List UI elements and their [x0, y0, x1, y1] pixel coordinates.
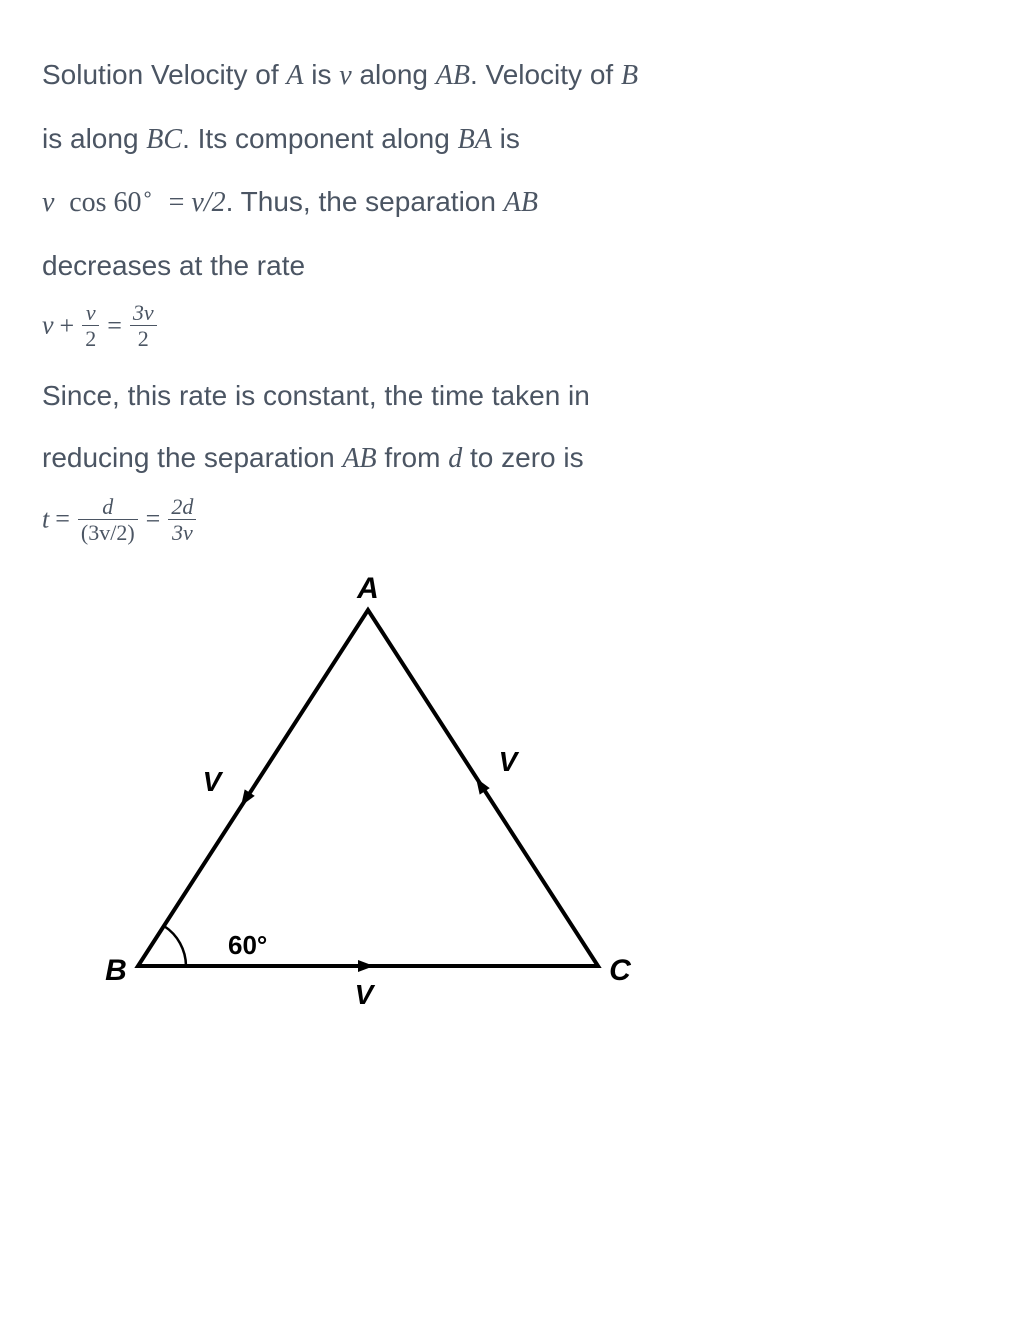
- triangle-diagram: A B C V V V 60°: [42, 566, 982, 1016]
- fraction-v-2: v2: [80, 301, 101, 350]
- math-B: B: [621, 60, 638, 91]
- solution-paragraph-5: Since, this rate is constant, the time t…: [42, 369, 982, 424]
- text: is along: [42, 123, 146, 154]
- triangle-svg: A B C V V V 60°: [78, 566, 658, 1016]
- fraction-d-3v2: d(3v/2): [76, 495, 140, 544]
- angle-arc: [164, 926, 186, 966]
- math-d: d: [448, 443, 462, 474]
- text: Since, this rate is constant, the time t…: [42, 380, 590, 411]
- vertex-A-label: A: [356, 572, 379, 605]
- math-A: A: [286, 60, 303, 91]
- solution-paragraph-2: is along BC. Its component along BA is: [42, 112, 982, 168]
- math-v: v: [42, 187, 54, 218]
- text: . Its component along: [182, 123, 458, 154]
- velocity-V-bc: V: [355, 979, 376, 1010]
- text: from: [377, 442, 449, 473]
- velocity-V-ab: V: [203, 766, 224, 797]
- time-equation: t=d(3v/2)=2d3v: [42, 497, 982, 546]
- angle-label: 60°: [228, 930, 267, 960]
- math-AB: AB: [436, 60, 470, 91]
- math-BC: BC: [146, 124, 182, 155]
- fraction-3v-2: 3v2: [128, 301, 159, 350]
- math-cos: cos: [69, 187, 106, 218]
- math-BA: BA: [458, 124, 492, 155]
- text: Solution Velocity of: [42, 59, 286, 90]
- math-v: v: [339, 60, 351, 91]
- math-eq: =: [169, 187, 185, 218]
- math-AB: AB: [342, 443, 376, 474]
- text: decreases at the rate: [42, 250, 305, 281]
- text: along: [352, 59, 436, 90]
- arrow-bc: [358, 960, 374, 972]
- text: reducing the separation: [42, 442, 342, 473]
- text: . Thus, the separation: [226, 186, 504, 217]
- rate-equation: v+v2=3v2: [42, 303, 982, 352]
- degree-symbol: ∘: [142, 184, 154, 206]
- text: to zero is: [462, 442, 583, 473]
- text: is: [492, 123, 520, 154]
- solution-paragraph-1: Solution Velocity of A is v along AB. Ve…: [42, 48, 982, 104]
- velocity-V-ca: V: [499, 746, 520, 777]
- solution-paragraph-4: decreases at the rate: [42, 239, 982, 294]
- math-60: 60: [114, 187, 142, 218]
- solution-paragraph-6: reducing the separation AB from d to zer…: [42, 431, 982, 487]
- text: is: [303, 59, 339, 90]
- fraction-2d-3v: 2d3v: [166, 495, 198, 544]
- vertex-C-label: C: [609, 954, 632, 987]
- solution-paragraph-3: v cos 60∘ = v/2. Thus, the separation AB: [42, 175, 982, 231]
- vertex-B-label: B: [105, 954, 127, 987]
- text: . Velocity of: [470, 59, 621, 90]
- math-v-over-2: v/2: [191, 187, 225, 218]
- math-AB: AB: [504, 187, 538, 218]
